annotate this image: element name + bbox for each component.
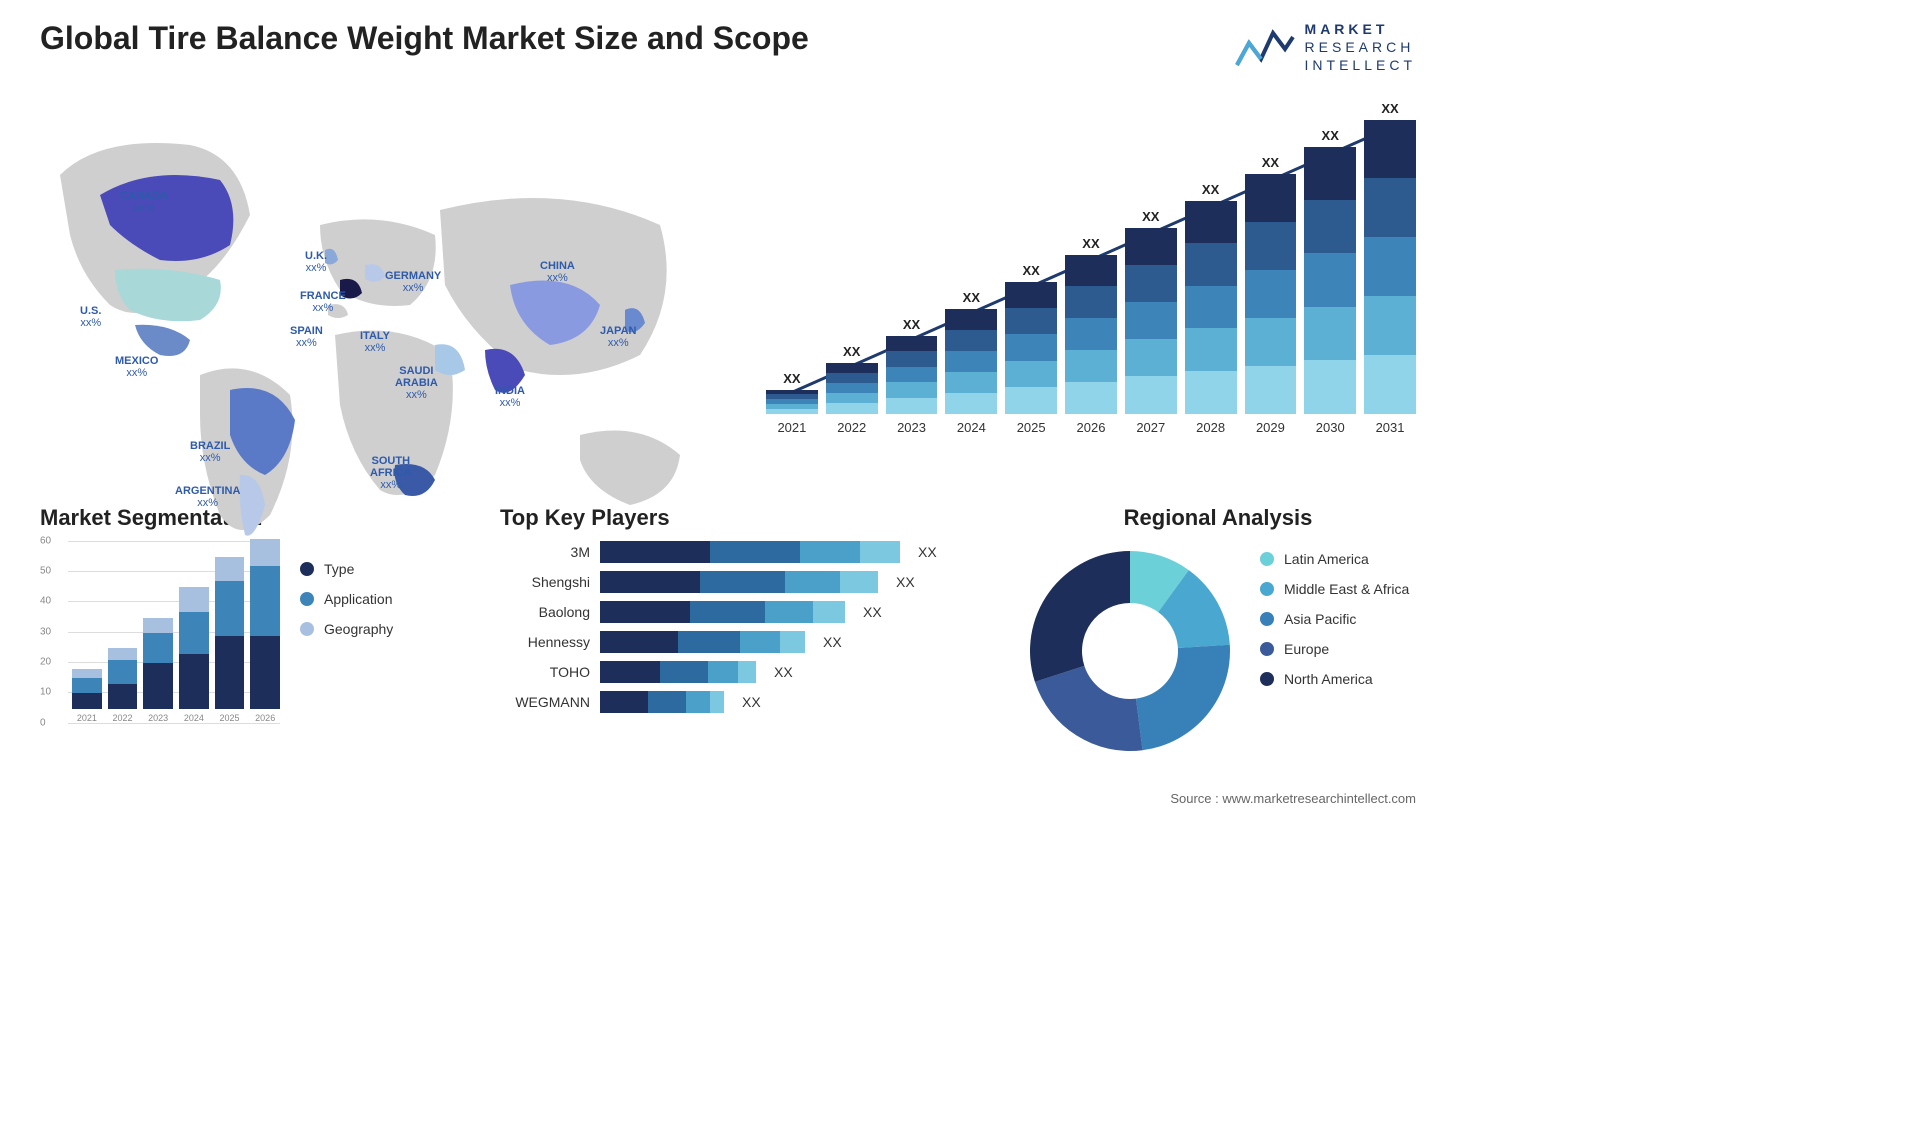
legend-item: Latin America <box>1260 551 1409 567</box>
growth-bar: XX2026 <box>1065 236 1117 435</box>
world-map: CANADAxx%U.S.xx%MEXICOxx%BRAZILxx%ARGENT… <box>40 95 746 475</box>
players-chart: 3MXXShengshiXXBaolongXXHennessyXXTOHOXXW… <box>500 541 980 713</box>
growth-bar: XX2027 <box>1125 209 1177 435</box>
map-label: CANADAxx% <box>120 190 168 214</box>
logo-line3: INTELLECT <box>1305 56 1416 74</box>
map-label: BRAZILxx% <box>190 440 230 464</box>
map-label: GERMANYxx% <box>385 270 441 294</box>
segmentation-chart: 0102030405060 202120222023202420252026 <box>40 541 280 741</box>
legend-item: Europe <box>1260 641 1409 657</box>
segmentation-legend: Type Application Geography <box>300 541 393 741</box>
player-row: TOHOXX <box>500 661 980 683</box>
growth-bar: XX2023 <box>886 317 938 435</box>
legend-item: Application <box>300 591 393 607</box>
regional-donut <box>1020 541 1240 761</box>
logo-icon <box>1235 25 1295 69</box>
donut-slice <box>1136 644 1230 749</box>
map-label: MEXICOxx% <box>115 355 158 379</box>
seg-bar: 2021 <box>72 669 102 722</box>
growth-bar: XX2028 <box>1185 182 1237 435</box>
map-label: JAPANxx% <box>600 325 636 349</box>
map-region-saudi <box>435 344 465 375</box>
player-row: HennessyXX <box>500 631 980 653</box>
donut-slice <box>1035 665 1143 750</box>
growth-bar: XX2024 <box>945 290 997 435</box>
growth-bar: XX2030 <box>1304 128 1356 435</box>
map-label: FRANCExx% <box>300 290 346 314</box>
map-label: INDIAxx% <box>495 385 525 409</box>
donut-slice <box>1030 551 1130 682</box>
map-label: SPAINxx% <box>290 325 323 349</box>
growth-chart: XX2021XX2022XX2023XX2024XX2025XX2026XX20… <box>766 95 1416 475</box>
legend-item: Geography <box>300 621 393 637</box>
regional-title: Regional Analysis <box>1020 505 1416 531</box>
logo: MARKET RESEARCH INTELLECT <box>1235 20 1416 75</box>
legend-item: Middle East & Africa <box>1260 581 1409 597</box>
map-label: CHINAxx% <box>540 260 575 284</box>
player-row: WEGMANNXX <box>500 691 980 713</box>
growth-bar: XX2025 <box>1005 263 1057 435</box>
growth-bar: XX2021 <box>766 371 818 435</box>
legend-item: Type <box>300 561 393 577</box>
seg-bar: 2023 <box>143 618 173 723</box>
logo-line1: MARKET <box>1305 20 1416 38</box>
logo-line2: RESEARCH <box>1305 38 1416 56</box>
map-label: ITALYxx% <box>360 330 390 354</box>
map-label: SOUTHAFRICAxx% <box>370 455 412 491</box>
map-label: ARGENTINAxx% <box>175 485 240 509</box>
legend-item: North America <box>1260 671 1409 687</box>
player-row: ShengshiXX <box>500 571 980 593</box>
legend-item: Asia Pacific <box>1260 611 1409 627</box>
seg-bar: 2026 <box>250 539 280 723</box>
growth-bar: XX2022 <box>826 344 878 435</box>
map-label: U.S.xx% <box>80 305 101 329</box>
map-region-usa <box>115 268 221 321</box>
page-title: Global Tire Balance Weight Market Size a… <box>40 20 809 57</box>
regional-legend: Latin America Middle East & Africa Asia Pa… <box>1260 541 1409 687</box>
source-text: Source : www.marketresearchintellect.com <box>1170 791 1416 806</box>
seg-bar: 2024 <box>179 587 209 722</box>
map-label: U.K.xx% <box>305 250 327 274</box>
map-region-australia <box>580 430 680 505</box>
growth-bar: XX2029 <box>1245 155 1297 435</box>
player-row: BaolongXX <box>500 601 980 623</box>
map-label: SAUDIARABIAxx% <box>395 365 438 401</box>
growth-bar: XX2031 <box>1364 101 1416 435</box>
seg-bar: 2025 <box>215 557 245 723</box>
map-region-mexico <box>135 324 190 355</box>
seg-bar: 2022 <box>108 648 138 723</box>
